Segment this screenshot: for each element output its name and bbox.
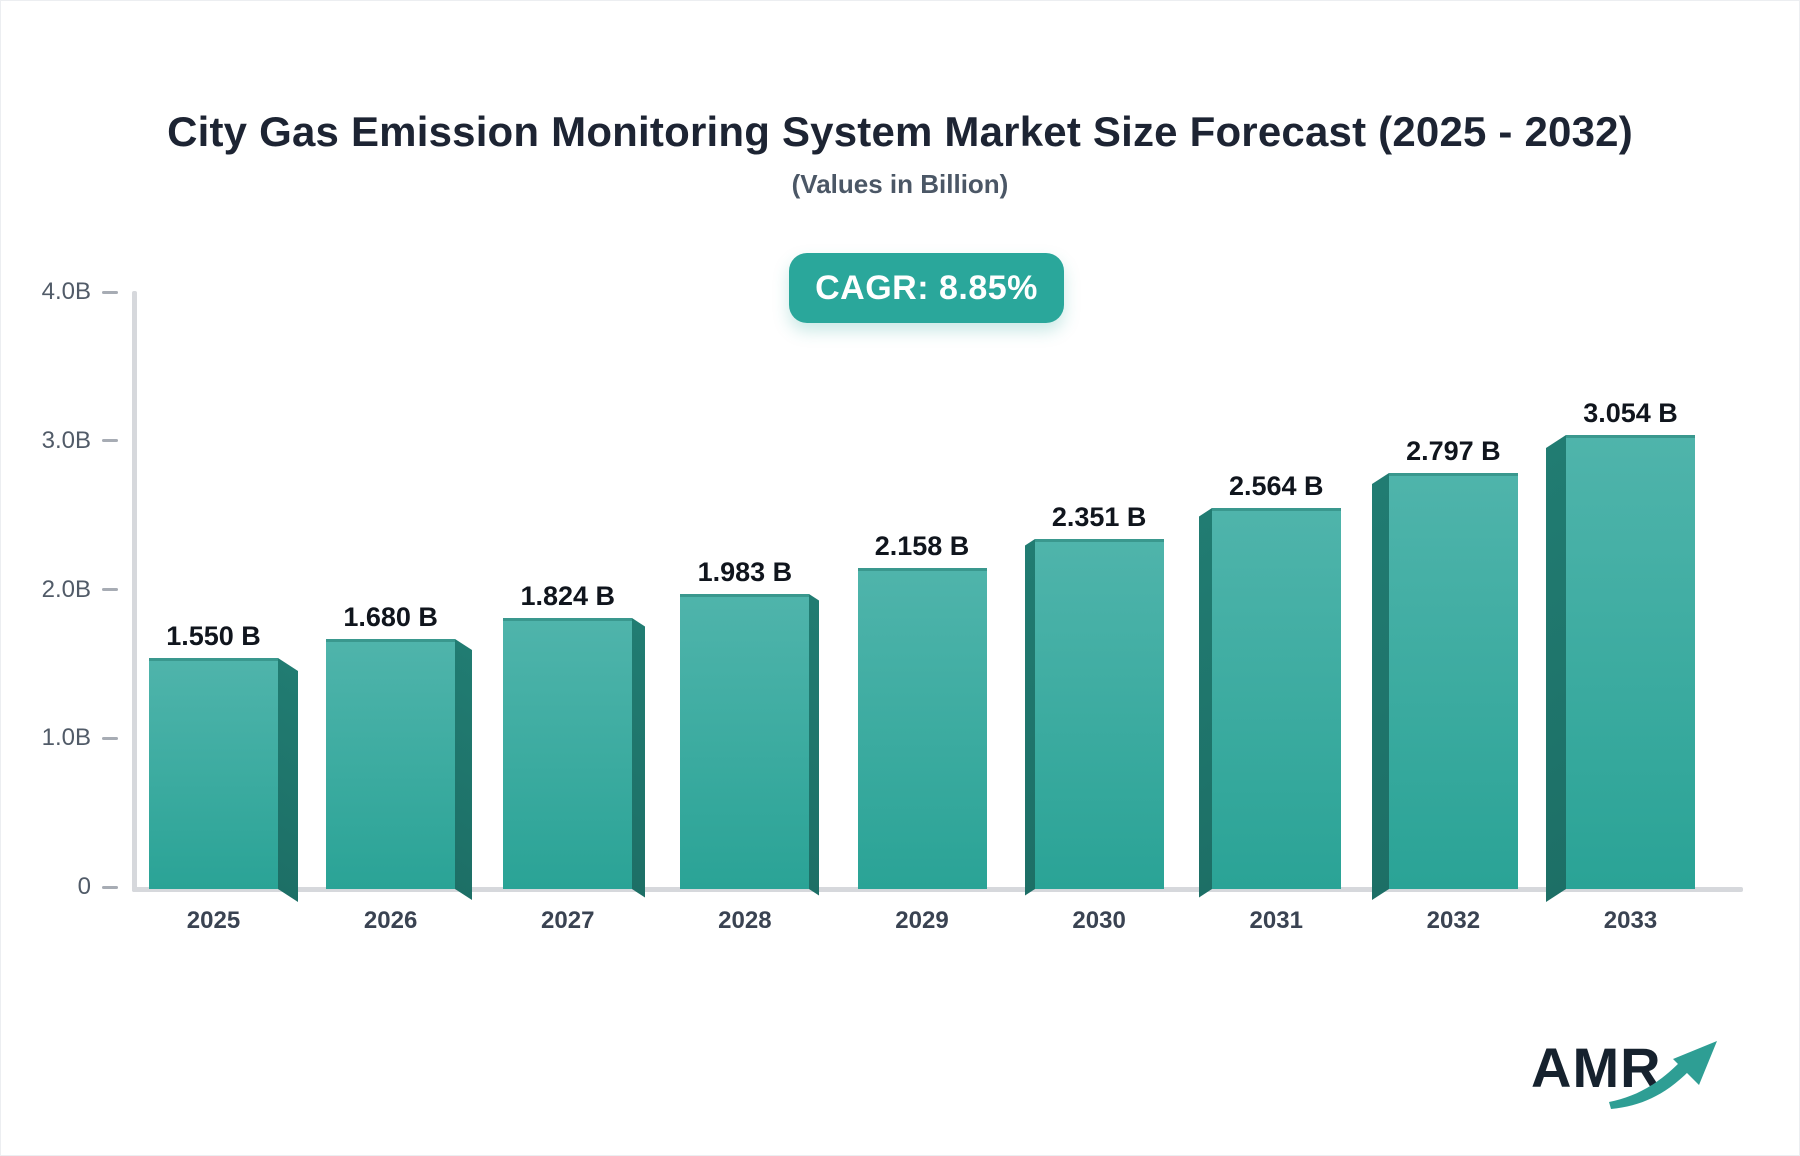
bar-2033 [1566,434,1695,889]
bar-value-label-2028: 1.983 B [697,557,793,588]
bar-side-face-2026 [455,639,473,901]
bar-value-label-2026: 1.680 B [343,602,438,633]
bar-2025 [149,658,278,889]
y-tick-label: 3.0B [41,426,91,454]
bar-2027 [503,617,633,889]
x-axis-label-2028: 2028 [718,907,772,934]
bar-side-face-2027 [632,617,646,898]
x-axis-label-2026: 2026 [363,907,418,934]
y-tick-dash [102,290,118,294]
bar-side-face-2031 [1198,507,1212,898]
brand-logo-text: AMR [1531,1036,1662,1099]
bar-2030 [1034,539,1164,889]
y-tick-dash [102,736,118,740]
x-axis-label-2031: 2031 [1249,907,1303,934]
bar-side-face-2033 [1546,434,1566,902]
x-axis-label-2029: 2029 [895,907,949,934]
y-tick-label: 4.0B [41,278,91,305]
bar-value-label-2033: 3.054 B [1583,397,1678,428]
x-axis-label-2032: 2032 [1426,907,1481,934]
bar-value-label-2030: 2.351 B [1051,502,1147,533]
y-tick-label: 2.0B [41,575,91,603]
brand-logo: AMR [1519,1031,1749,1123]
bar-side-face-2028 [809,594,820,896]
cagr-badge: CAGR: 8.85% [789,253,1064,323]
y-tick-dash [102,885,118,889]
chart-subtitle: (Values in Billion) [791,169,1009,199]
growth-arrow-icon [1609,1041,1717,1109]
y-tick-label: 1.0B [41,724,91,752]
y-tick-label: 0 [77,873,91,900]
bar-side-face-2032 [1371,472,1389,901]
x-axis-label-2025: 2025 [186,907,241,934]
bar-side-face-2025 [278,658,298,902]
bar-value-label-2025: 1.550 B [166,621,261,652]
chart-title: City Gas Emission Monitoring System Mark… [167,108,1633,155]
bar-2029 [857,567,987,889]
bar-side-face-2030 [1024,539,1035,896]
bar-2031 [1211,507,1341,889]
bar-value-label-2029: 2.158 B [874,530,970,561]
y-tick-dash [102,588,118,591]
bar-value-label-2032: 2.797 B [1406,435,1501,466]
x-axis-label-2030: 2030 [1072,907,1126,934]
cagr-badge-label: CAGR: 8.85% [815,268,1038,307]
bar-value-label-2027: 1.824 B [520,580,616,611]
y-tick-dash [102,439,118,443]
bar-2032 [1388,472,1518,889]
x-axis-label-2033: 2033 [1603,907,1658,934]
bar-value-label-2031: 2.564 B [1228,470,1324,501]
x-axis-line [132,887,1743,892]
bar-2026 [326,639,456,889]
x-axis-label-2027: 2027 [541,907,595,934]
bar-2028 [680,594,810,889]
y-axis-line [132,291,137,892]
